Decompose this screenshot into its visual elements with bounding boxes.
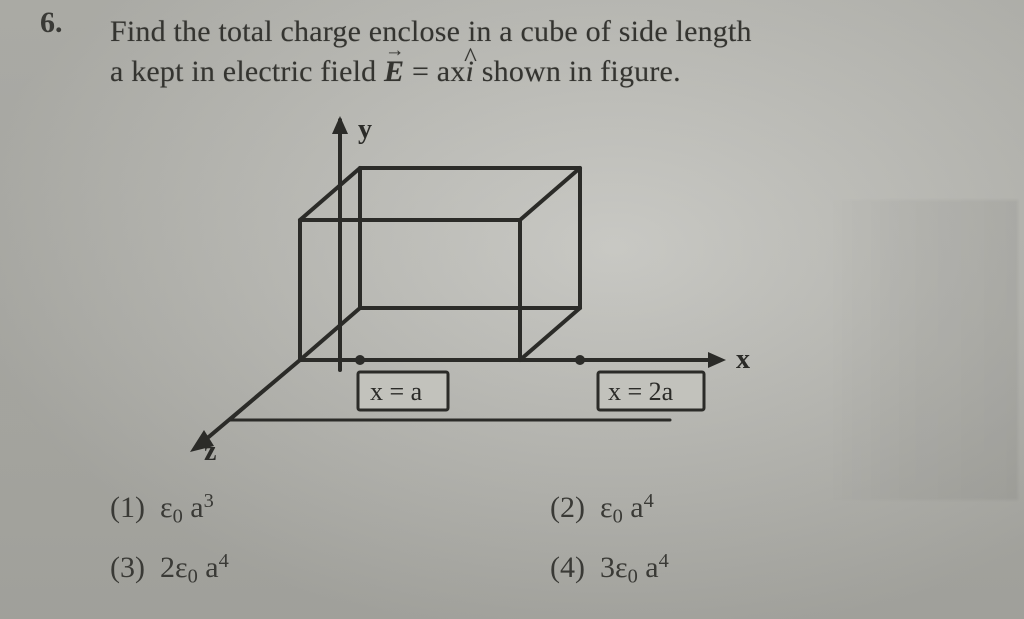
stem-line-1: Find the total charge enclose in a cube … [110,15,752,48]
tick-dot-2a [575,355,585,365]
option-3-coef: 2 [160,551,175,584]
option-4: (4) 3ε0 a4 [550,550,930,588]
z-axis-label: z [204,436,216,467]
unit-i-hat: i [466,55,475,88]
epsilon-icon: ε [175,551,188,584]
y-axis-arrow [332,116,348,134]
figure-svg: y x z x = a x = 2a [160,120,800,460]
option-2-sub: 0 [613,505,623,527]
option-3-sub: 0 [188,566,198,588]
options: (1) ε0 a3 (2) ε0 a4 (3) 2ε0 a4 (4) 3ε0 a… [110,490,930,589]
tick-label-a: x = a [370,377,423,406]
option-4-coef: 3 [600,551,615,584]
question-stem: Find the total charge enclose in a cube … [110,12,982,91]
option-4-sub: 0 [628,566,638,588]
stem-line-2-pre: a kept in electric field [110,55,384,88]
cube-edge-tl [300,168,360,220]
option-3-num: (3) [110,551,145,584]
cube-back-face [360,168,580,308]
option-2: (2) ε0 a4 [550,490,930,528]
option-2-pow: 4 [644,490,654,512]
eq-mid: = ax [412,55,466,88]
option-2-num: (2) [550,491,585,524]
vector-E: E [384,55,404,88]
option-4-pow: 4 [659,550,669,572]
cube-edge-br [520,308,580,360]
option-4-num: (4) [550,551,585,584]
tick-dot-a [355,355,365,365]
cube-edge-tr [520,168,580,220]
stem-line-2-post: shown in figure. [482,55,681,88]
z-axis [198,360,300,446]
tick-label-2a: x = 2a [608,377,674,406]
option-1-sub: 0 [173,505,183,527]
x-axis-label: x [736,344,750,375]
epsilon-icon: ε [160,491,173,524]
option-3: (3) 2ε0 a4 [110,550,490,588]
cube-front-face [300,220,520,360]
question-number: 6. [40,6,63,40]
cube-edge-bl [300,308,360,360]
y-axis-label: y [358,114,372,145]
option-1-pow: 3 [204,490,214,512]
scan-bleed [828,200,1018,500]
page: 6. Find the total charge enclose in a cu… [0,0,1024,619]
epsilon-icon: ε [615,551,628,584]
option-3-pow: 4 [219,550,229,572]
x-axis-arrow [708,352,726,368]
option-1: (1) ε0 a3 [110,490,490,528]
epsilon-icon: ε [600,491,613,524]
option-1-num: (1) [110,491,145,524]
figure: y x z x = a x = 2a [160,120,800,460]
